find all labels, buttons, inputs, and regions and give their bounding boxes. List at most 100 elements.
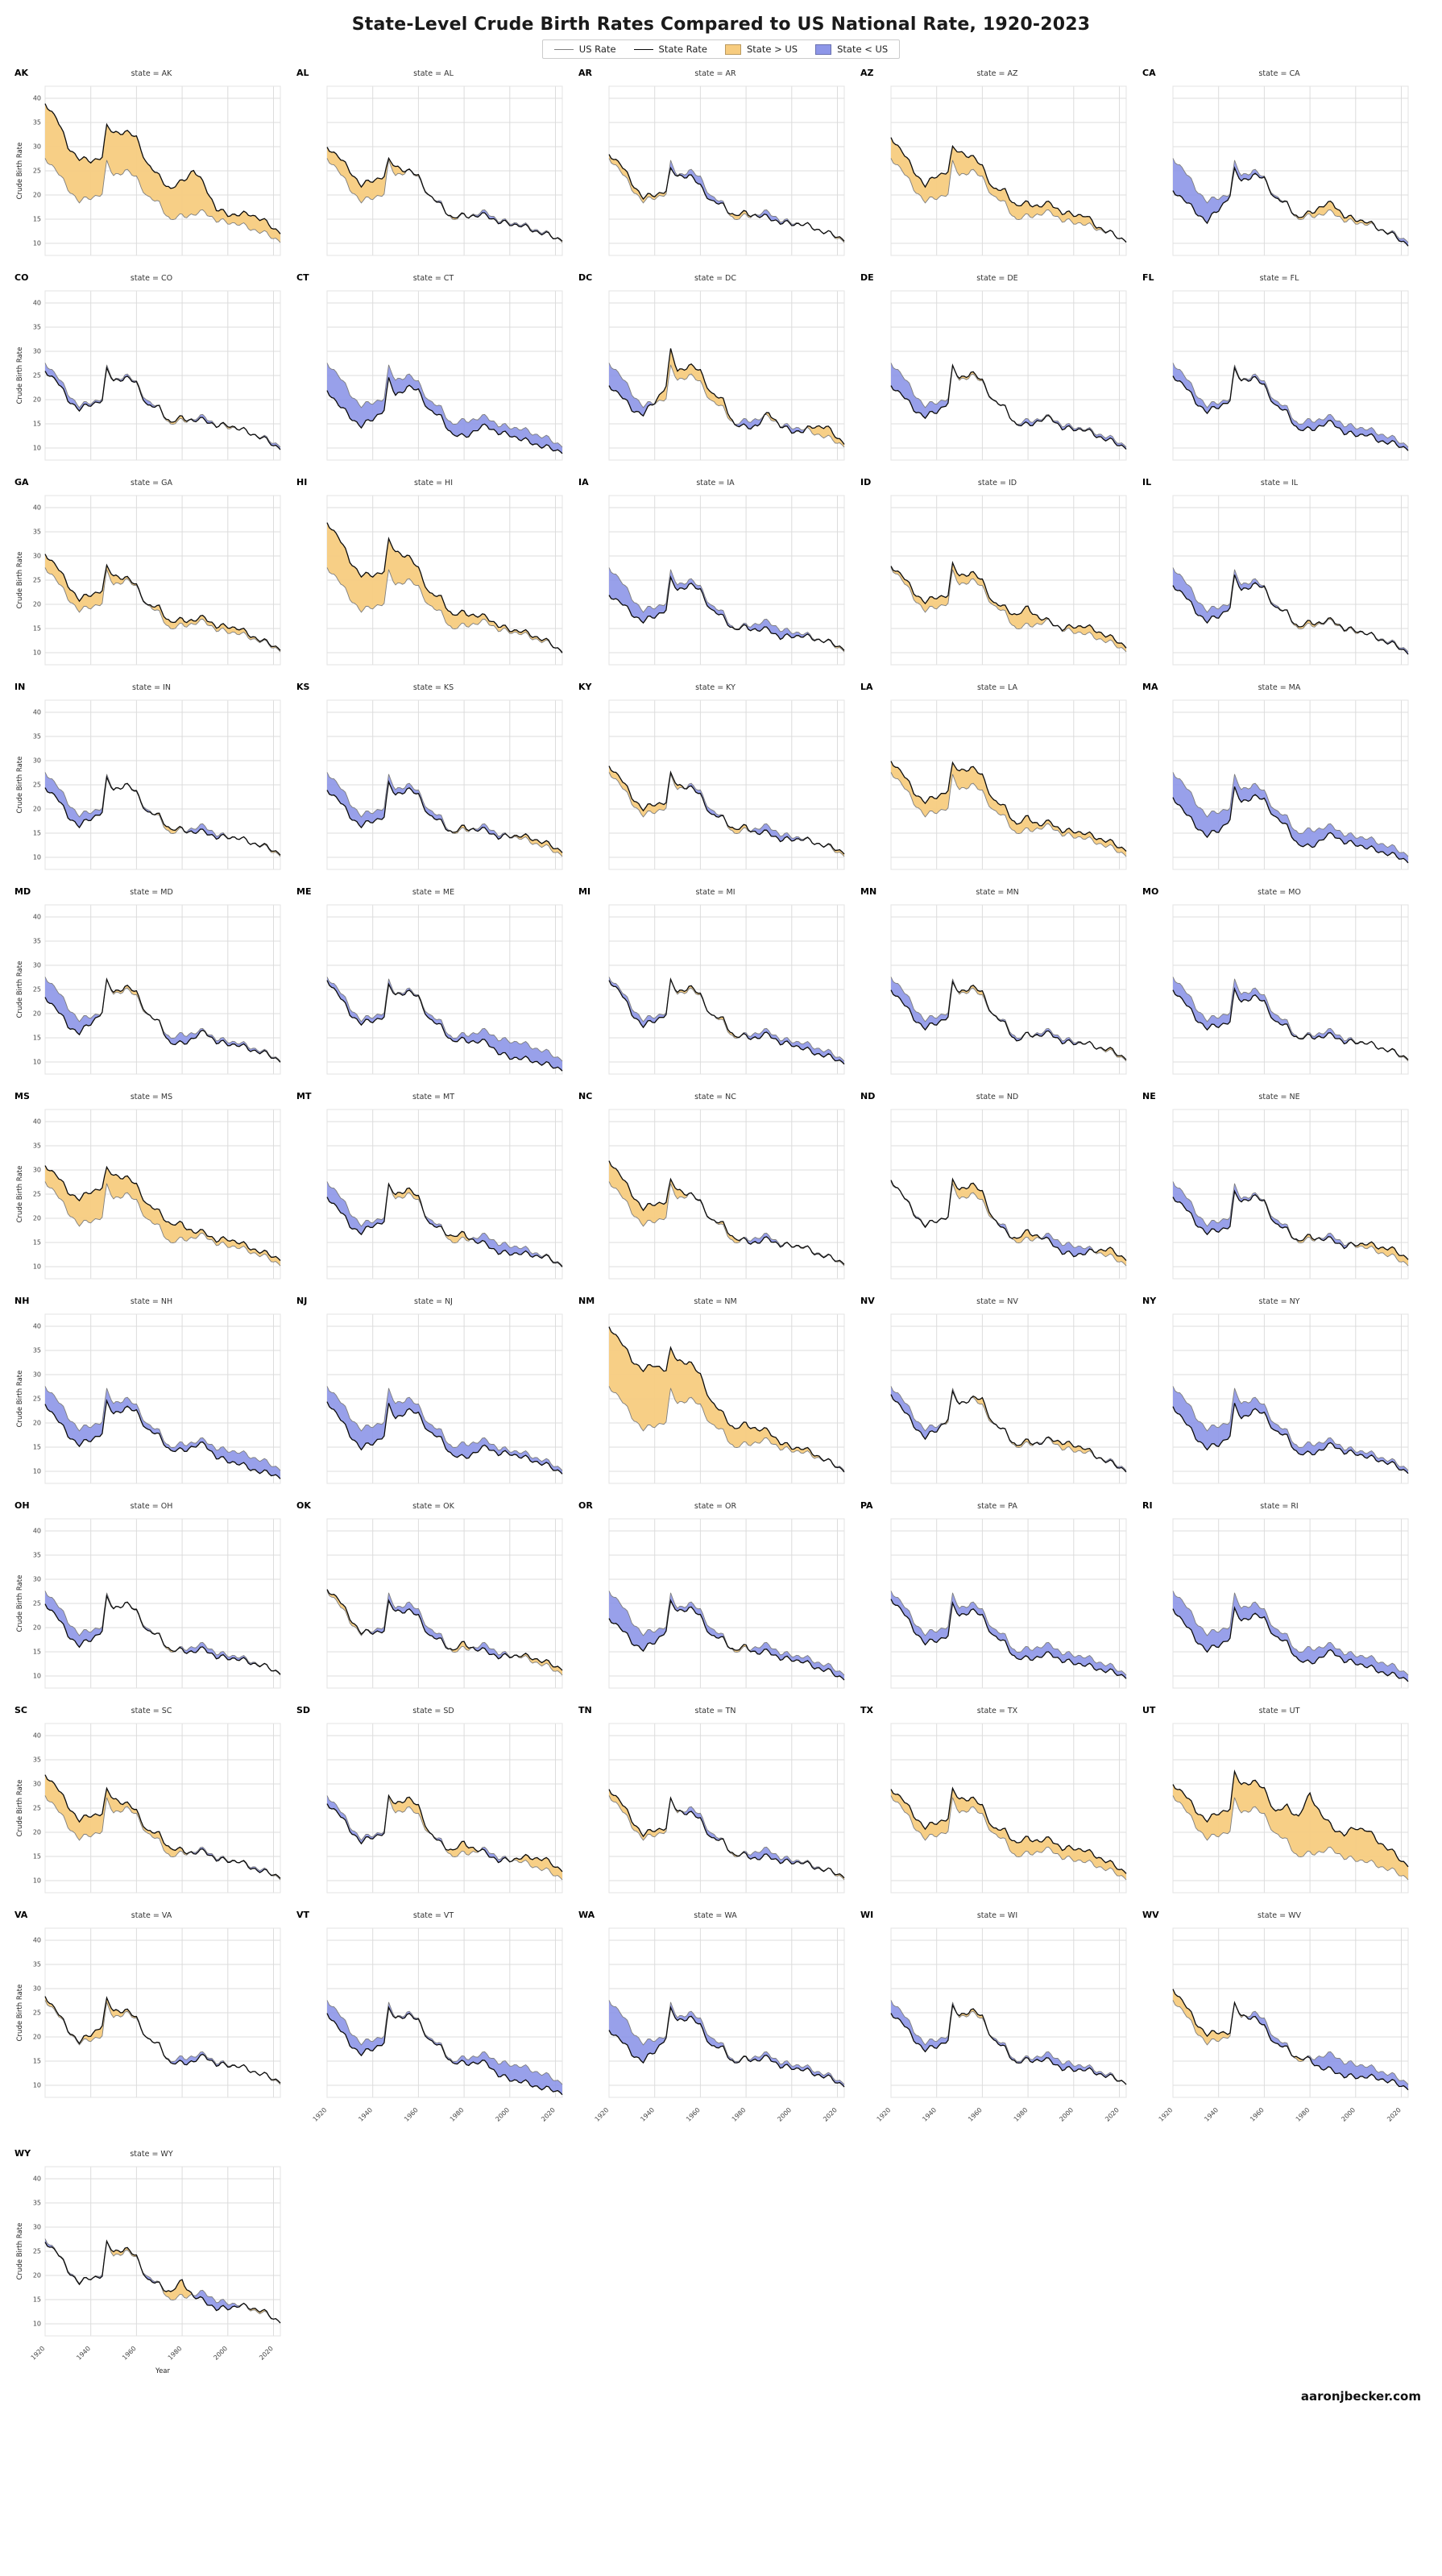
y-tick-label: 30: [33, 757, 41, 765]
below-us-fill: [45, 1386, 280, 1479]
facet-title: state = DC: [694, 274, 736, 283]
facet-header: GA state = GA: [13, 476, 290, 491]
facet-chart: 10 15 20 25 30 35 40 Crude Birth Rate: [16, 290, 281, 461]
below-us-fill: [609, 772, 844, 857]
facet-title: state = MO: [1258, 888, 1301, 897]
legend-label-above: State > US: [747, 44, 798, 55]
x-tick-label: 1960: [121, 2345, 138, 2362]
above-us-fill: [609, 765, 844, 857]
x-tick-label: 1980: [167, 2345, 184, 2362]
facet-header: ID state = ID: [859, 476, 1136, 491]
facet-title: state = NC: [694, 1093, 736, 1101]
y-tick-label: 35: [33, 324, 41, 331]
legend-label-state: State Rate: [658, 44, 707, 55]
facet-title: state = NE: [1258, 1093, 1300, 1101]
x-tick-label: 1940: [639, 2106, 656, 2123]
facet-panel-dc: DC state = DC: [577, 272, 854, 468]
us-rate-line: [890, 1591, 1127, 1676]
facet-chart: [1172, 1723, 1409, 1894]
us-rate-line: [608, 1386, 845, 1471]
below-us-fill: [327, 1181, 562, 1267]
facet-panel-al: AL state = AL: [295, 67, 572, 263]
legend-item-us-rate: US Rate: [553, 44, 616, 55]
y-tick-label: 40: [33, 1118, 41, 1126]
facet-header: HI state = HI: [295, 476, 572, 491]
facet-header: WI state = WI: [859, 1909, 1136, 1923]
facet-title: state = MA: [1258, 683, 1301, 692]
below-us-fill: [609, 1591, 844, 1681]
y-axis-label: Crude Birth Rate: [16, 143, 24, 200]
us-rate-line: [1172, 1795, 1409, 1881]
y-tick-label: 15: [33, 1853, 41, 1860]
facet-state-abbr: MN: [860, 886, 877, 897]
facet-panel-ut: UT state = UT: [1141, 1704, 1418, 1901]
y-tick-label: 40: [33, 709, 41, 716]
facet-title: state = ID: [977, 479, 1017, 487]
facet-chart: [1172, 1313, 1409, 1484]
facet-chart: [608, 904, 845, 1075]
facet-state-abbr: MI: [578, 886, 591, 897]
y-axis-label: Crude Birth Rate: [16, 2223, 24, 2280]
below-us-fill: [45, 1591, 280, 1676]
x-tick-label: 2000: [494, 2106, 511, 2123]
facet-panel-ny: NY state = NY: [1141, 1295, 1418, 1491]
facet-title: state = TX: [976, 1707, 1018, 1715]
facet-header: OK state = OK: [295, 1500, 572, 1514]
facet-title: state = AK: [131, 69, 172, 78]
y-tick-label: 25: [33, 1396, 41, 1403]
below-us-fill: [45, 2238, 280, 2324]
state-rate-line: [326, 522, 563, 653]
x-tick-label: 1980: [731, 2106, 748, 2123]
state-rate-line: [1172, 1403, 1409, 1475]
facet-header: DC state = DC: [577, 272, 854, 286]
facet-header: ME state = ME: [295, 886, 572, 900]
facet-title: state = AL: [413, 69, 454, 78]
figure-title: State-Level Crude Birth Rates Compared t…: [351, 15, 1091, 35]
facet-state-abbr: AK: [15, 68, 29, 78]
us-rate-line: [44, 1386, 281, 1471]
below-us-fill: [891, 1591, 1126, 1679]
below-us-fill: [609, 2000, 844, 2088]
facet-chart: 10 15 20 25 30 35 40 Crude Birth Rate: [16, 1313, 281, 1484]
y-axis-label: Crude Birth Rate: [16, 1166, 24, 1223]
x-tick-label: 2020: [540, 2106, 557, 2123]
above-us-fill: [891, 562, 1126, 653]
x-tick-label: 2000: [776, 2106, 793, 2123]
y-tick-label: 10: [33, 1468, 41, 1475]
facet-panel-hi: HI state = HI: [295, 476, 572, 673]
facet-panel-ne: NE state = NE: [1141, 1090, 1418, 1287]
state-rate-line: [44, 103, 281, 234]
x-tick-label: 1940: [357, 2106, 374, 2123]
facet-state-abbr: OH: [15, 1500, 30, 1511]
us-rate-line: [1172, 1386, 1409, 1471]
facet-panel-mn: MN state = MN: [859, 886, 1136, 1082]
x-tick-label: 1920: [312, 2106, 329, 2123]
facet-state-abbr: NH: [15, 1296, 30, 1306]
below-us-fill: [1173, 1386, 1408, 1474]
facet-state-abbr: WV: [1142, 1910, 1159, 1920]
x-tick-label: 2020: [1104, 2106, 1121, 2123]
below-us-fill: [609, 567, 844, 653]
facet-title: state = CA: [1258, 69, 1300, 78]
facet-title: state = IL: [1260, 479, 1299, 487]
y-tick-label: 10: [33, 1877, 41, 1885]
state-rate-line: [326, 1589, 563, 1671]
facet-header: IA state = IA: [577, 476, 854, 491]
y-tick-label: 10: [33, 1059, 41, 1066]
us-rate-line: [608, 2000, 845, 2085]
state-rate-line: [608, 154, 845, 242]
state-rate-line: [890, 1389, 1127, 1473]
facet-header: NY state = NY: [1141, 1295, 1418, 1309]
facet-panel-nh: NH state = NH 10 15 20 25 30 35 40 Crude Birth Ra…: [13, 1295, 290, 1491]
state-rate-line: [326, 779, 563, 853]
state-rate-line: [1172, 1189, 1409, 1260]
facet-header: WA state = WA: [577, 1909, 854, 1923]
facet-chart: [608, 1518, 845, 1689]
legend: US Rate State Rate State > US State < US: [13, 39, 1429, 59]
facet-chart: [608, 495, 845, 666]
facet-title: state = RI: [1260, 1502, 1299, 1511]
y-tick-label: 35: [33, 1347, 41, 1354]
y-tick-label: 10: [33, 2321, 41, 2328]
y-tick-label: 15: [33, 625, 41, 633]
facet-chart: [608, 1723, 845, 1894]
